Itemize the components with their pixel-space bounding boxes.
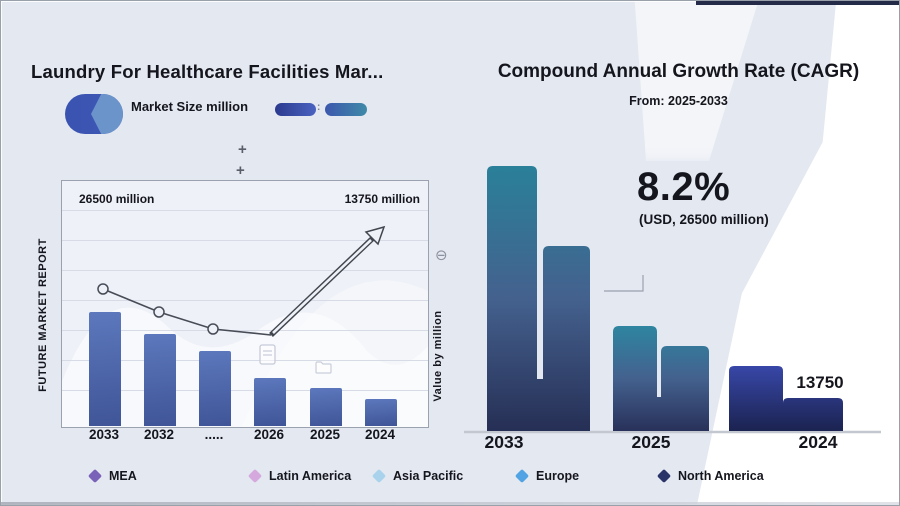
legend-label-north-america: North America bbox=[678, 469, 764, 483]
document-icon bbox=[259, 344, 276, 365]
bar-2025 bbox=[310, 388, 342, 426]
legend-label-latin-america: Latin America bbox=[269, 469, 352, 483]
bar-2033 bbox=[89, 312, 121, 426]
legend-label-mea: MEA bbox=[109, 469, 137, 483]
gridline bbox=[62, 360, 428, 361]
folder-icon bbox=[315, 361, 332, 374]
legend-marker-europe bbox=[514, 468, 530, 484]
legend-marker-mea bbox=[87, 468, 103, 484]
bar-2024 bbox=[365, 399, 397, 426]
pill-separator: : bbox=[317, 102, 321, 113]
mini-pill-teal-icon bbox=[325, 103, 367, 116]
cagr-detail: (USD, 26500 million) bbox=[639, 212, 769, 227]
gridline bbox=[62, 300, 428, 301]
x-label: 2024 bbox=[798, 432, 838, 452]
trend-line-arrow bbox=[97, 225, 386, 337]
cagr-bar-chart bbox=[464, 166, 881, 434]
right-axis-label: Value by million bbox=[432, 310, 444, 402]
gridline bbox=[62, 210, 428, 211]
x-label: 2026 bbox=[253, 427, 285, 442]
bar-data-label-13750: 13750 bbox=[796, 373, 844, 392]
market-size-label: Market Size million bbox=[131, 99, 249, 114]
legend-label-asia-pacific: Asia Pacific bbox=[393, 469, 464, 483]
minus-circle-icon: ⊖ bbox=[435, 247, 448, 264]
right-chart-title: Compound Annual Growth Rate (CAGR) bbox=[497, 61, 860, 82]
market-size-pill-icon bbox=[65, 94, 123, 134]
left-axis-label: FUTURE MARKET REPORT bbox=[37, 238, 49, 392]
legend-label-europe: Europe bbox=[536, 469, 580, 483]
mini-pill-dark-icon bbox=[275, 103, 316, 116]
bottom-edge-line bbox=[1, 502, 899, 505]
legend-marker-latin-america bbox=[247, 468, 263, 484]
x-label: 2024 bbox=[364, 427, 396, 442]
bar-dots bbox=[199, 351, 231, 426]
right-chart-subtitle: From: 2025-2033 bbox=[629, 94, 728, 108]
x-label: 2025 bbox=[309, 427, 341, 442]
x-label: 2025 bbox=[631, 432, 671, 452]
x-label: 2033 bbox=[88, 427, 120, 442]
x-label: ..... bbox=[204, 427, 224, 442]
annotation-26500: 26500 million bbox=[79, 192, 155, 206]
legend-marker-north-america bbox=[656, 468, 672, 484]
hexagon-icon bbox=[91, 94, 123, 134]
plus-icon: + bbox=[238, 141, 247, 158]
gridline bbox=[62, 390, 428, 391]
gridline bbox=[62, 330, 428, 331]
x-label: 2032 bbox=[143, 427, 175, 442]
top-navy-strip bbox=[696, 1, 899, 5]
gridline bbox=[62, 270, 428, 271]
bar-2032 bbox=[144, 334, 176, 426]
annotation-13750: 13750 million bbox=[344, 192, 420, 206]
left-chart-title: Laundry For Healthcare Facilities Mar... bbox=[31, 61, 384, 82]
gridline bbox=[62, 240, 428, 241]
left-chart-panel: 26500 million 13750 million bbox=[61, 180, 429, 428]
bar-2026 bbox=[254, 378, 286, 426]
cagr-value: 8.2% bbox=[637, 165, 731, 209]
legend-marker-asia-pacific bbox=[371, 468, 387, 484]
x-label: 2033 bbox=[484, 432, 524, 452]
plus-icon: + bbox=[236, 162, 245, 179]
